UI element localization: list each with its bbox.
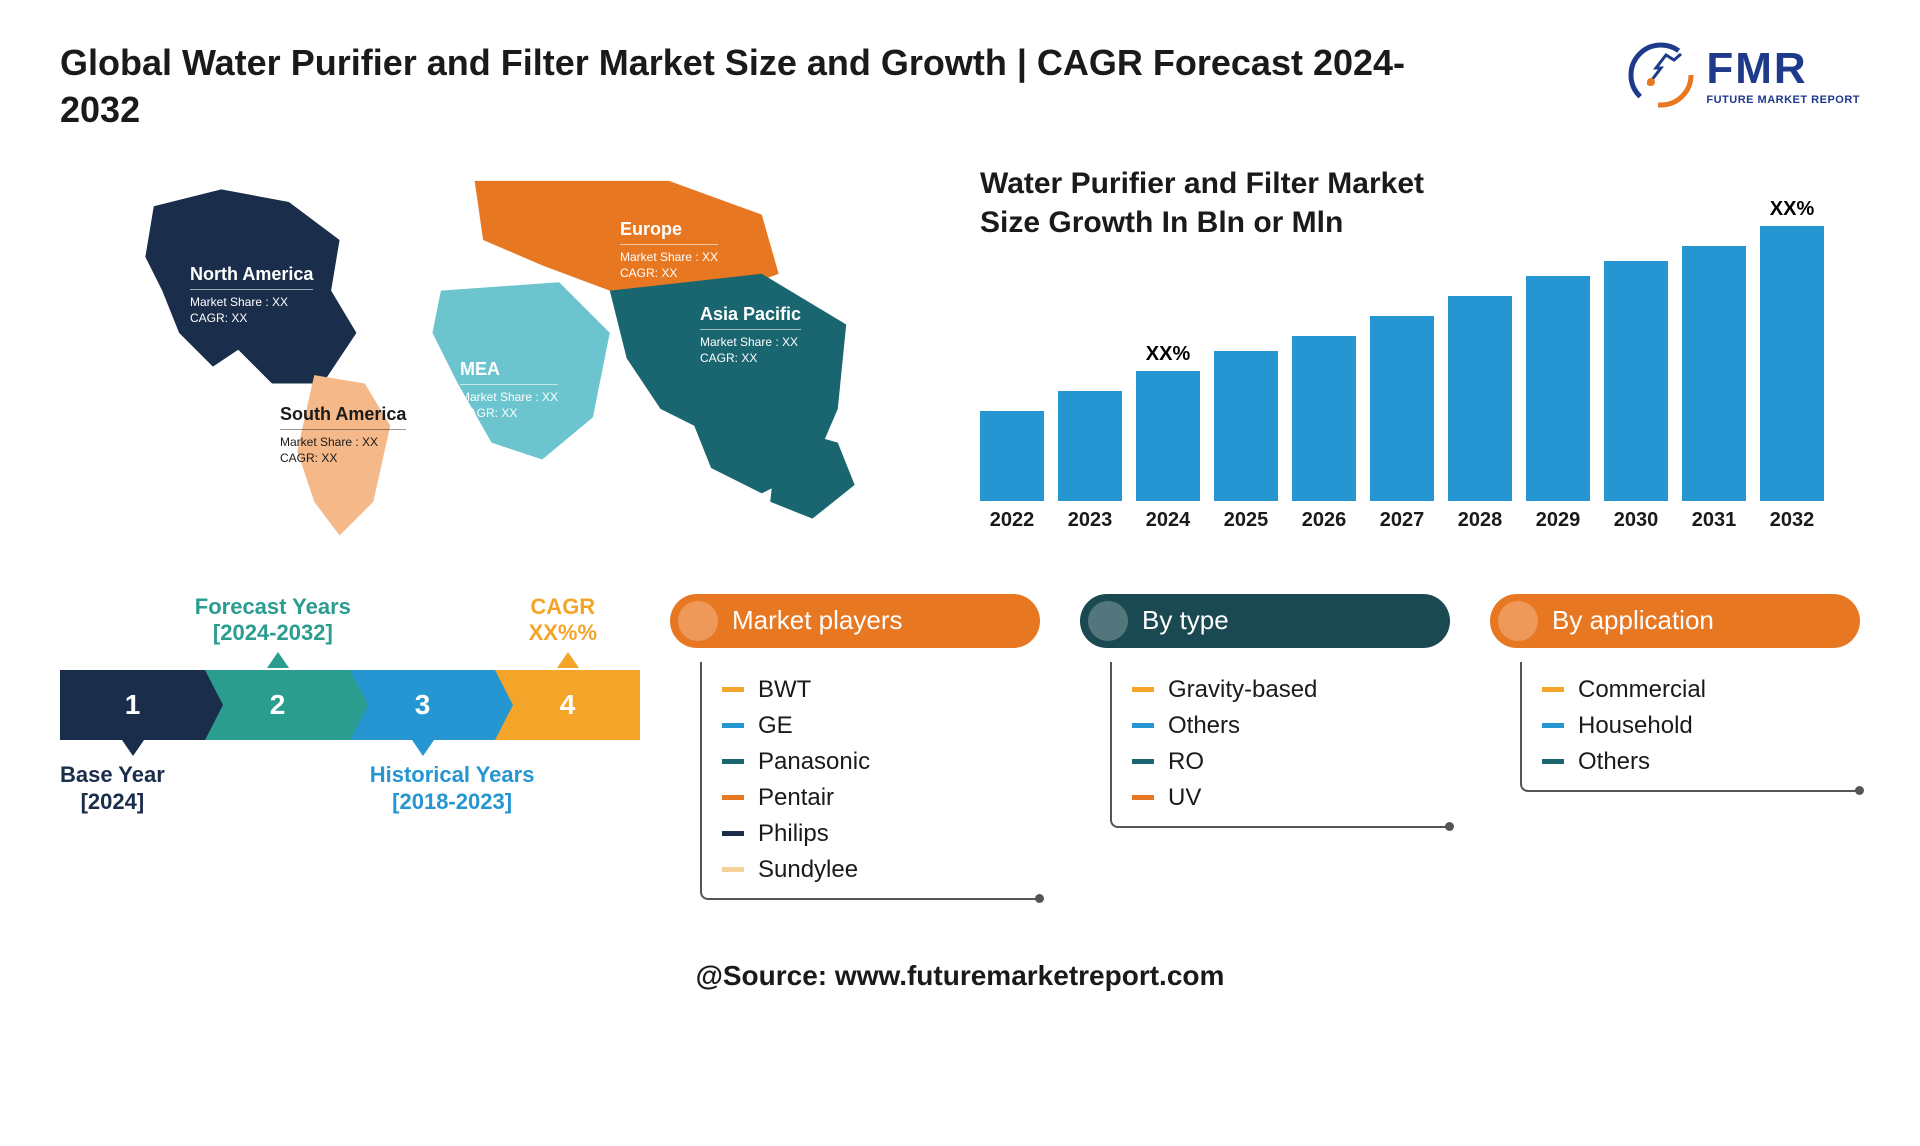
list-item: Others — [1132, 708, 1450, 744]
bar-year-label: 2030 — [1614, 509, 1659, 532]
list-item: Household — [1542, 708, 1860, 744]
logo-sub-text: FUTURE MARKET REPORT — [1706, 94, 1860, 106]
bar-2031: 2031 — [1682, 246, 1746, 532]
region-label-ap: Asia PacificMarket Share : XXCAGR: XX — [700, 304, 801, 368]
dash-icon — [722, 687, 744, 692]
list-item: Pentair — [722, 780, 1040, 816]
bar-2022: 2022 — [980, 411, 1044, 532]
timeline-segment-1: 1 — [60, 670, 205, 740]
dash-icon — [1132, 723, 1154, 728]
bar-year-label: 2028 — [1458, 509, 1503, 532]
bar-2024: XX%2024 — [1136, 371, 1200, 532]
dash-icon — [722, 867, 744, 872]
timeline-label: Base Year[2024] — [60, 762, 165, 815]
bar-year-label: 2027 — [1380, 509, 1425, 532]
dot-icon — [678, 601, 718, 641]
bar-year-label: 2024 — [1146, 509, 1191, 532]
dash-icon — [1542, 759, 1564, 764]
bar-2025: 2025 — [1214, 351, 1278, 532]
bar-2023: 2023 — [1058, 391, 1122, 532]
dash-icon — [1132, 795, 1154, 800]
list-item: Others — [1542, 744, 1860, 780]
list-item: RO — [1132, 744, 1450, 780]
bar-2029: 2029 — [1526, 276, 1590, 532]
category-header: By type — [1080, 594, 1450, 648]
bar-year-label: 2025 — [1224, 509, 1269, 532]
region-label-na: North AmericaMarket Share : XXCAGR: XX — [190, 264, 313, 328]
bar-chart: Water Purifier and Filter Market Size Gr… — [980, 164, 1860, 544]
region-label-mea: MEAMarket Share : XXCAGR: XX — [460, 359, 558, 423]
list-item: UV — [1132, 780, 1450, 816]
logo-main-text: FMR — [1706, 44, 1860, 94]
bar-annotation: XX% — [1770, 198, 1814, 221]
arrow-up-icon — [557, 652, 579, 668]
bar-year-label: 2031 — [1692, 509, 1737, 532]
list-item: Panasonic — [722, 744, 1040, 780]
logo-icon — [1626, 40, 1696, 110]
logo: FMR FUTURE MARKET REPORT — [1626, 40, 1860, 110]
dash-icon — [1542, 687, 1564, 692]
arrow-down-icon — [122, 740, 144, 756]
category-header: Market players — [670, 594, 1040, 648]
timeline-segment-4: 4 — [495, 670, 640, 740]
dash-icon — [722, 723, 744, 728]
page-title: Global Water Purifier and Filter Market … — [60, 40, 1460, 134]
bar-2030: 2030 — [1604, 261, 1668, 532]
list-item: Philips — [722, 816, 1040, 852]
region-label-sa: South AmericaMarket Share : XXCAGR: XX — [280, 404, 406, 468]
list-item: BWT — [722, 672, 1040, 708]
category-market-players: Market players BWTGEPanasonicPentairPhili… — [670, 594, 1040, 900]
bar-2028: 2028 — [1448, 296, 1512, 532]
dot-icon — [1088, 601, 1128, 641]
dot-icon — [1498, 601, 1538, 641]
bar-year-label: 2032 — [1770, 509, 1815, 532]
timeline: Forecast Years[2024-2032] CAGRXX%% 1234 … — [60, 594, 640, 816]
bar-year-label: 2023 — [1068, 509, 1113, 532]
timeline-label: Historical Years[2018-2023] — [370, 762, 535, 815]
dash-icon — [722, 759, 744, 764]
bar-annotation: XX% — [1146, 343, 1190, 366]
world-map: North AmericaMarket Share : XXCAGR: XX So… — [60, 164, 940, 544]
arrow-down-icon — [412, 740, 434, 756]
chart-title: Water Purifier and Filter Market Size Gr… — [980, 164, 1480, 242]
timeline-segment-3: 3 — [350, 670, 495, 740]
bar-2032: XX%2032 — [1760, 226, 1824, 532]
bar-2026: 2026 — [1292, 336, 1356, 532]
timeline-label: Forecast Years[2024-2032] — [195, 594, 351, 647]
dash-icon — [1542, 723, 1564, 728]
category-by-type: By type Gravity-basedOthersROUV — [1080, 594, 1450, 900]
bar-year-label: 2026 — [1302, 509, 1347, 532]
category-by-application: By application CommercialHouseholdOthers — [1490, 594, 1860, 900]
list-item: Commercial — [1542, 672, 1860, 708]
bar-year-label: 2022 — [990, 509, 1035, 532]
bar-year-label: 2029 — [1536, 509, 1581, 532]
list-item: Gravity-based — [1132, 672, 1450, 708]
dash-icon — [1132, 687, 1154, 692]
category-header: By application — [1490, 594, 1860, 648]
dash-icon — [722, 831, 744, 836]
timeline-label: CAGRXX%% — [529, 594, 597, 647]
timeline-segment-2: 2 — [205, 670, 350, 740]
bar-2027: 2027 — [1370, 316, 1434, 532]
source-text: @Source: www.futuremarketreport.com — [60, 960, 1860, 992]
dash-icon — [722, 795, 744, 800]
list-item: Sundylee — [722, 852, 1040, 888]
region-label-eu: EuropeMarket Share : XXCAGR: XX — [620, 219, 718, 283]
dash-icon — [1132, 759, 1154, 764]
arrow-up-icon — [267, 652, 289, 668]
list-item: GE — [722, 708, 1040, 744]
